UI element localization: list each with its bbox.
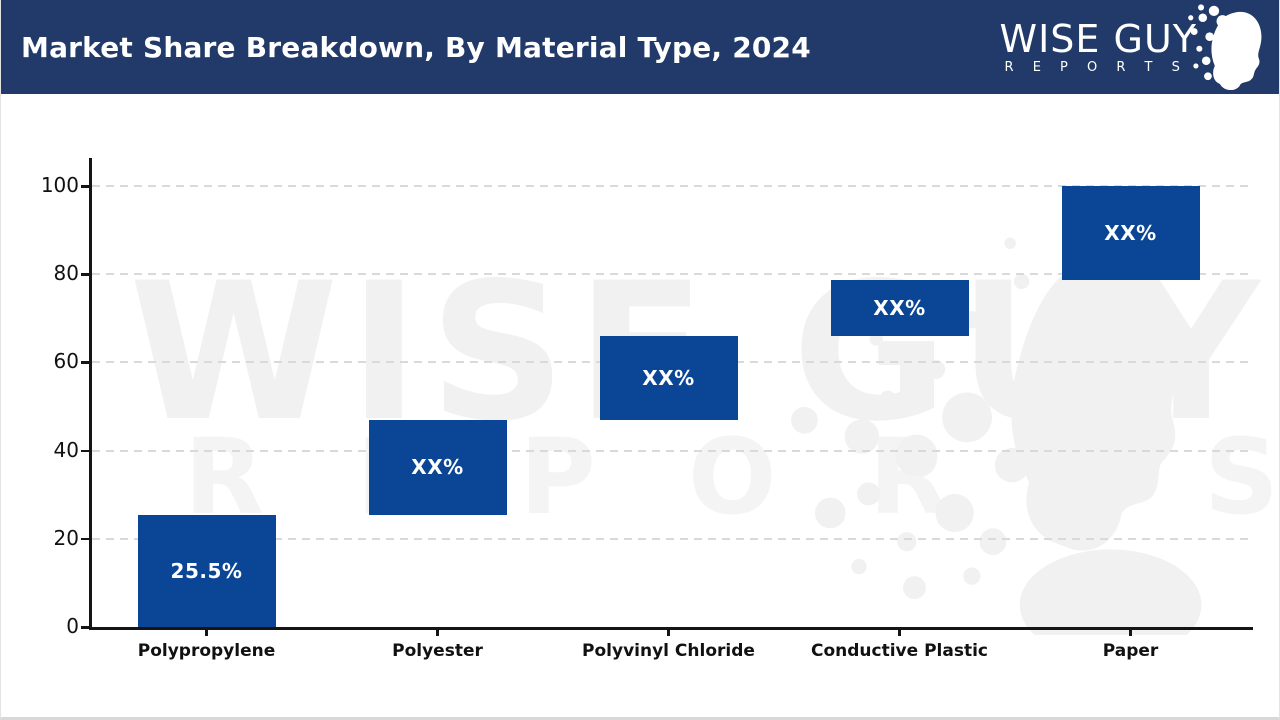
bar-value-label-polyvinyl-chloride: XX% (642, 365, 695, 390)
gridline-100 (92, 185, 1252, 187)
logo-head-icon (1188, 4, 1262, 90)
wise-guy-reports-logo: WISE GUY R E P O R T S (1000, 4, 1269, 90)
watermark-head-icon (791, 226, 1202, 635)
gridline-20 (92, 537, 1252, 540)
x-tick-label-polyester: Polyester (392, 641, 483, 661)
y-tick-label-80: 80 (53, 261, 79, 286)
y-tick-40 (81, 449, 90, 453)
y-tick-label-0: 0 (66, 614, 79, 638)
x-tick-polyvinyl-chloride (667, 629, 670, 636)
y-tick-80 (81, 273, 90, 276)
y-axis-line (89, 158, 92, 629)
gridline-40 (92, 449, 1252, 452)
y-tick-label-60: 60 (53, 349, 79, 374)
y-tick-60 (81, 361, 90, 364)
x-tick-conductive-plastic (898, 629, 901, 636)
logo-brand-text: WISE GUY (999, 17, 1197, 61)
bar-value-label-conductive-plastic: XX% (873, 295, 926, 320)
y-tick-label-100: 100 (40, 173, 79, 197)
x-tick-label-paper: Paper (1102, 641, 1159, 661)
bar-value-label-polypropylene: 25.5% (170, 558, 243, 583)
report-header: Market Share Breakdown, By Material Type… (1, 0, 1279, 94)
logo-text: WISE GUY R E P O R T S (1000, 19, 1197, 75)
y-tick-0 (81, 626, 90, 629)
bar-polyvinyl-chloride: XX% (599, 335, 738, 420)
y-tick-label-40: 40 (53, 437, 79, 462)
y-tick-label-20: 20 (53, 525, 79, 550)
x-tick-polyester (436, 629, 439, 636)
bar-paper: XX% (1061, 186, 1200, 280)
x-tick-polypropylene (205, 629, 208, 636)
bar-value-label-polyester: XX% (411, 455, 464, 480)
logo-sub-text: R E P O R T S (1004, 60, 1188, 75)
bar-conductive-plastic: XX% (830, 279, 969, 336)
x-tick-label-polyvinyl-chloride: Polyvinyl Chloride (582, 641, 755, 661)
x-tick-label-conductive-plastic: Conductive Plastic (811, 641, 988, 661)
y-tick-20 (81, 537, 90, 541)
x-tick-label-polypropylene: Polypropylene (137, 641, 276, 661)
y-tick-100 (81, 185, 90, 188)
gridline-80 (92, 273, 1252, 276)
chart-title: Market Share Breakdown, By Material Type… (21, 30, 811, 64)
x-tick-paper (1129, 629, 1132, 636)
bar-value-label-paper: XX% (1104, 220, 1157, 245)
x-axis-line (89, 627, 1253, 630)
bar-polypropylene: 25.5% (137, 514, 276, 627)
bar-polyester: XX% (368, 419, 507, 515)
